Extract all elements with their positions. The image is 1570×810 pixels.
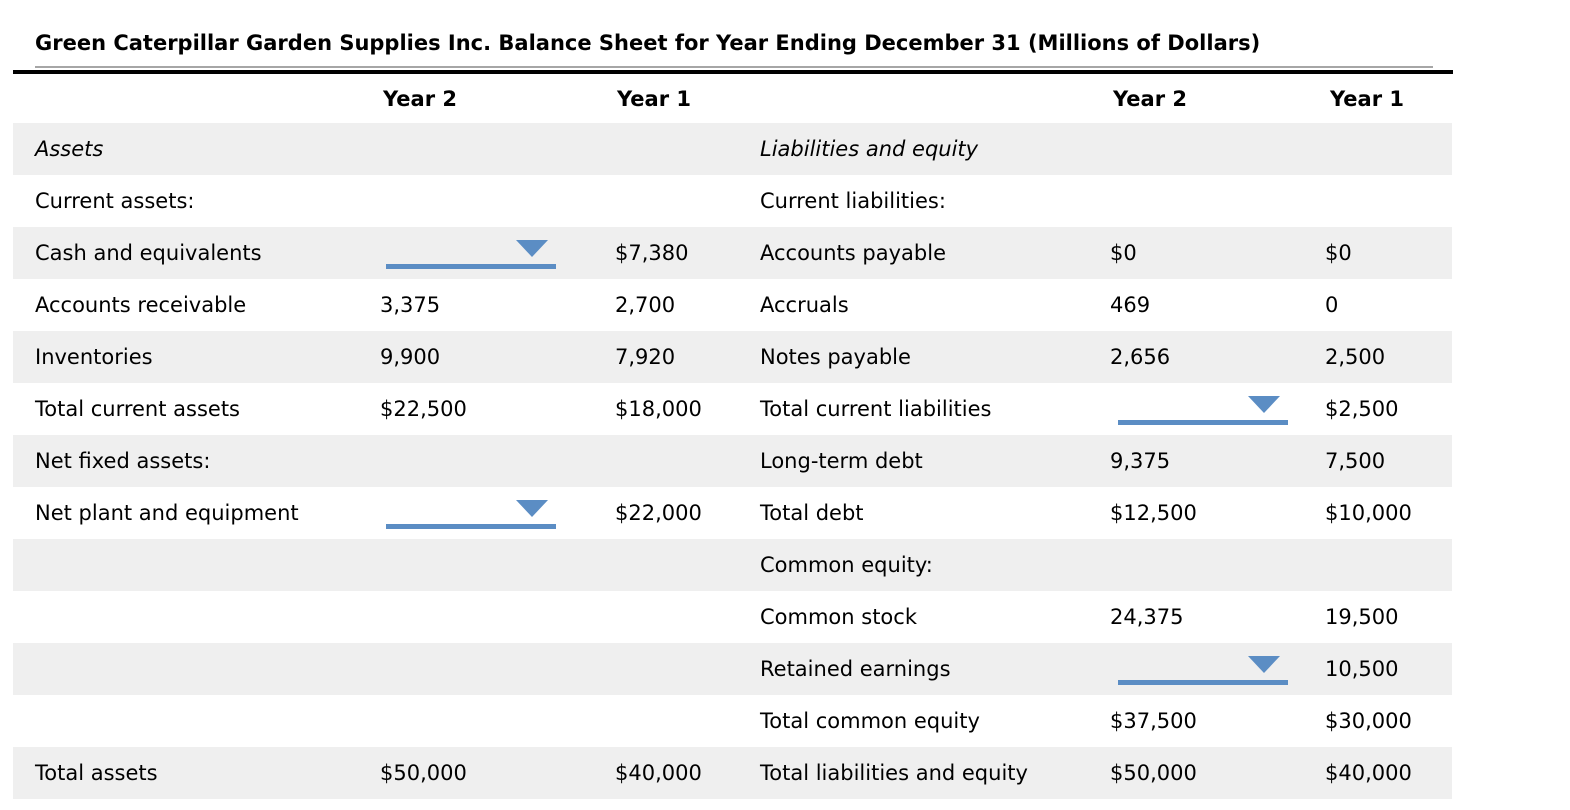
column-header-assets-year1: Year 1 — [617, 87, 691, 111]
liabilities-year1-cell: $10,000 — [1325, 501, 1412, 525]
liabilities-label-cell: Accruals — [760, 293, 849, 317]
liabilities-year2-cell — [1110, 388, 1325, 430]
assets-label-cell: Net plant and equipment — [35, 501, 299, 525]
liabilities-year1-cell: 0 — [1325, 293, 1339, 317]
liabilities-label-cell: Common stock — [760, 605, 917, 629]
liabilities-year1-cell: $0 — [1325, 241, 1352, 265]
table-row: Common equity: — [13, 539, 1452, 591]
assets-label-cell: Assets — [35, 137, 104, 161]
liabilities-label-cell: Current liabilities: — [760, 189, 946, 213]
table-row: Total common equity $37,500 $30,000 — [13, 695, 1452, 747]
liabilities-label-cell: Total debt — [760, 501, 864, 525]
assets-year2-cell: 3,375 — [380, 293, 441, 317]
table-row: Cash and equivalents $7,380 Accounts payab… — [13, 227, 1452, 279]
dropdown-arrow-icon[interactable] — [1248, 396, 1280, 413]
liabilities-year2-cell: 2,656 — [1110, 345, 1171, 369]
liabilities-year1-cell: 7,500 — [1325, 449, 1386, 473]
answer-dropdown[interactable] — [1118, 396, 1288, 425]
assets-year1-cell: $22,000 — [615, 501, 702, 525]
table-row: Total current assets $22,500 $18,000 Total … — [13, 383, 1452, 435]
liabilities-year2-cell: 9,375 — [1110, 449, 1171, 473]
dropdown-underline — [386, 524, 556, 529]
liabilities-label-cell: Total liabilities and equity — [760, 761, 1028, 785]
liabilities-year1-cell: $40,000 — [1325, 761, 1412, 785]
assets-year1-cell: $7,380 — [615, 241, 689, 265]
liabilities-label-cell: Total current liabilities — [760, 397, 992, 421]
column-header-liabilities-year1: Year 1 — [1330, 87, 1404, 111]
assets-label-cell: Current assets: — [35, 189, 195, 213]
assets-year2-cell — [380, 232, 615, 274]
balance-sheet-table: Assets Liabilities and equity Current asse… — [13, 123, 1452, 799]
assets-label-cell: Accounts receivable — [35, 293, 247, 317]
table-row: Common stock 24,375 19,500 — [13, 591, 1452, 643]
dropdown-underline — [386, 264, 556, 269]
dropdown-underline — [1118, 420, 1288, 425]
liabilities-label-cell: Common equity: — [760, 553, 933, 577]
assets-year1-cell: 2,700 — [615, 293, 676, 317]
table-row: Net fixed assets: Long-term debt 9,375 7,50… — [13, 435, 1452, 487]
table-row: Inventories 9,900 7,920 Notes payable 2,656 2… — [13, 331, 1452, 383]
liabilities-year1-cell: 2,500 — [1325, 345, 1386, 369]
liabilities-label-cell: Notes payable — [760, 345, 911, 369]
assets-year1-cell: $40,000 — [615, 761, 702, 785]
answer-dropdown[interactable] — [386, 500, 556, 529]
liabilities-year2-cell: $0 — [1110, 241, 1137, 265]
table-row: Net plant and equipment $22,000 Total debt… — [13, 487, 1452, 539]
table-row: Assets Liabilities and equity — [13, 123, 1452, 175]
assets-label-cell: Cash and equivalents — [35, 241, 262, 265]
answer-dropdown[interactable] — [386, 240, 556, 269]
liabilities-year2-cell — [1110, 648, 1325, 690]
assets-year2-cell: $22,500 — [380, 397, 467, 421]
assets-year2-cell — [380, 492, 615, 534]
liabilities-label-cell: Total common equity — [760, 709, 980, 733]
table-row: Current assets: Current liabilities: — [13, 175, 1452, 227]
liabilities-year2-cell: $37,500 — [1110, 709, 1197, 733]
liabilities-year2-cell: 469 — [1110, 293, 1151, 317]
page-title: Green Caterpillar Garden Supplies Inc. B… — [35, 31, 1261, 55]
assets-label-cell: Total assets — [35, 761, 158, 785]
column-header-assets-year2: Year 2 — [383, 87, 457, 111]
liabilities-year1-cell: 19,500 — [1325, 605, 1399, 629]
liabilities-year2-cell: $50,000 — [1110, 761, 1197, 785]
liabilities-year1-cell: 10,500 — [1325, 657, 1399, 681]
dropdown-arrow-icon[interactable] — [516, 240, 548, 257]
dropdown-arrow-icon[interactable] — [1248, 656, 1280, 673]
assets-label-cell: Inventories — [35, 345, 153, 369]
liabilities-label-cell: Retained earnings — [760, 657, 951, 681]
table-row: Total assets $50,000 $40,000 Total liabilit… — [13, 747, 1452, 799]
assets-label-cell: Total current assets — [35, 397, 240, 421]
assets-year1-cell: 7,920 — [615, 345, 676, 369]
assets-year1-cell: $18,000 — [615, 397, 702, 421]
liabilities-label-cell: Long-term debt — [760, 449, 923, 473]
answer-dropdown[interactable] — [1118, 656, 1288, 685]
dropdown-underline — [1118, 680, 1288, 685]
table-top-rule — [13, 70, 1453, 74]
liabilities-label-cell: Accounts payable — [760, 241, 946, 265]
table-row: Accounts receivable 3,375 2,700 Accruals 469… — [13, 279, 1452, 331]
assets-year2-cell: $50,000 — [380, 761, 467, 785]
liabilities-year1-cell: $2,500 — [1325, 397, 1399, 421]
table-row: Retained earnings 10,500 — [13, 643, 1452, 695]
dropdown-arrow-icon[interactable] — [516, 500, 548, 517]
liabilities-year1-cell: $30,000 — [1325, 709, 1412, 733]
liabilities-year2-cell: 24,375 — [1110, 605, 1184, 629]
column-header-liabilities-year2: Year 2 — [1113, 87, 1187, 111]
liabilities-year2-cell: $12,500 — [1110, 501, 1197, 525]
title-underline — [35, 66, 1433, 68]
assets-year2-cell: 9,900 — [380, 345, 441, 369]
liabilities-label-cell: Liabilities and equity — [760, 137, 979, 161]
assets-label-cell: Net fixed assets: — [35, 449, 211, 473]
